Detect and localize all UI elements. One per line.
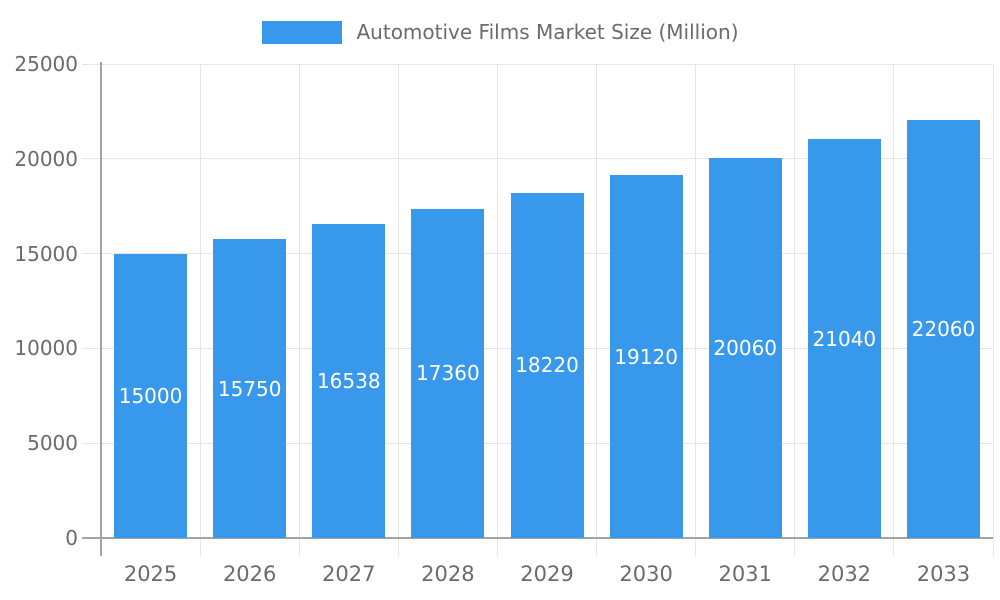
bar-2033[interactable]: 22060 [906,119,980,538]
bar-2029[interactable]: 18220 [510,192,584,538]
x-axis-tick-label: 2031 [718,562,772,586]
x-axis-line [82,537,993,539]
bar-2026[interactable]: 15750 [213,239,287,538]
gridline-vertical [496,64,498,556]
x-axis-tick-label: 2026 [222,562,277,586]
legend-label: Automotive Films Market Size (Million) [356,20,739,44]
y-axis-tick-label: 20000 [14,146,78,171]
x-axis-tick-label: 2030 [619,562,673,586]
legend-swatch [261,20,342,44]
x-axis-tick-label: 2033 [916,562,971,586]
bar-value-label: 15000 [118,383,183,408]
bar-value-label: 21040 [812,326,877,351]
gridline-vertical [596,64,598,556]
y-axis-tick-label: 10000 [14,336,78,361]
bar-value-label: 19120 [614,344,678,369]
bar-2032[interactable]: 21040 [807,139,881,538]
gridline-vertical [794,64,796,556]
gridline-horizontal [82,63,993,65]
y-axis-tick-label: 0 [65,526,78,550]
x-axis-tick-label: 2032 [817,562,872,586]
x-axis-tick-label: 2027 [322,562,376,586]
x-axis-tick-label: 2028 [421,562,475,586]
bar-2031[interactable]: 20060 [708,157,782,538]
x-axis-tick-label: 2025 [123,562,178,586]
gridline-vertical [992,64,994,556]
bar-value-label: 17360 [416,361,480,386]
y-axis-tick-label: 15000 [14,241,78,266]
y-axis-line [100,62,102,556]
gridline-horizontal [82,158,993,160]
bar-value-label: 18220 [515,353,579,378]
gridline-vertical [199,64,201,556]
gridline-vertical [298,64,300,556]
bar-2028[interactable]: 17360 [411,208,485,538]
bar-2025[interactable]: 15000 [114,253,188,538]
bar-value-label: 20060 [713,335,778,360]
gridline-vertical [695,64,697,556]
gridline-vertical [893,64,895,556]
bar-value-label: 15750 [217,376,282,401]
bar-2030[interactable]: 19120 [609,175,683,538]
bar-value-label: 22060 [911,316,976,341]
x-axis-tick-label: 2029 [520,562,574,586]
bar-value-label: 16538 [316,369,381,394]
legend[interactable]: Automotive Films Market Size (Million) [0,18,1000,46]
gridline-vertical [397,64,399,556]
y-axis-tick-label: 5000 [27,431,78,456]
y-axis-tick-label: 25000 [14,52,78,76]
bar-2027[interactable]: 16538 [312,224,386,538]
